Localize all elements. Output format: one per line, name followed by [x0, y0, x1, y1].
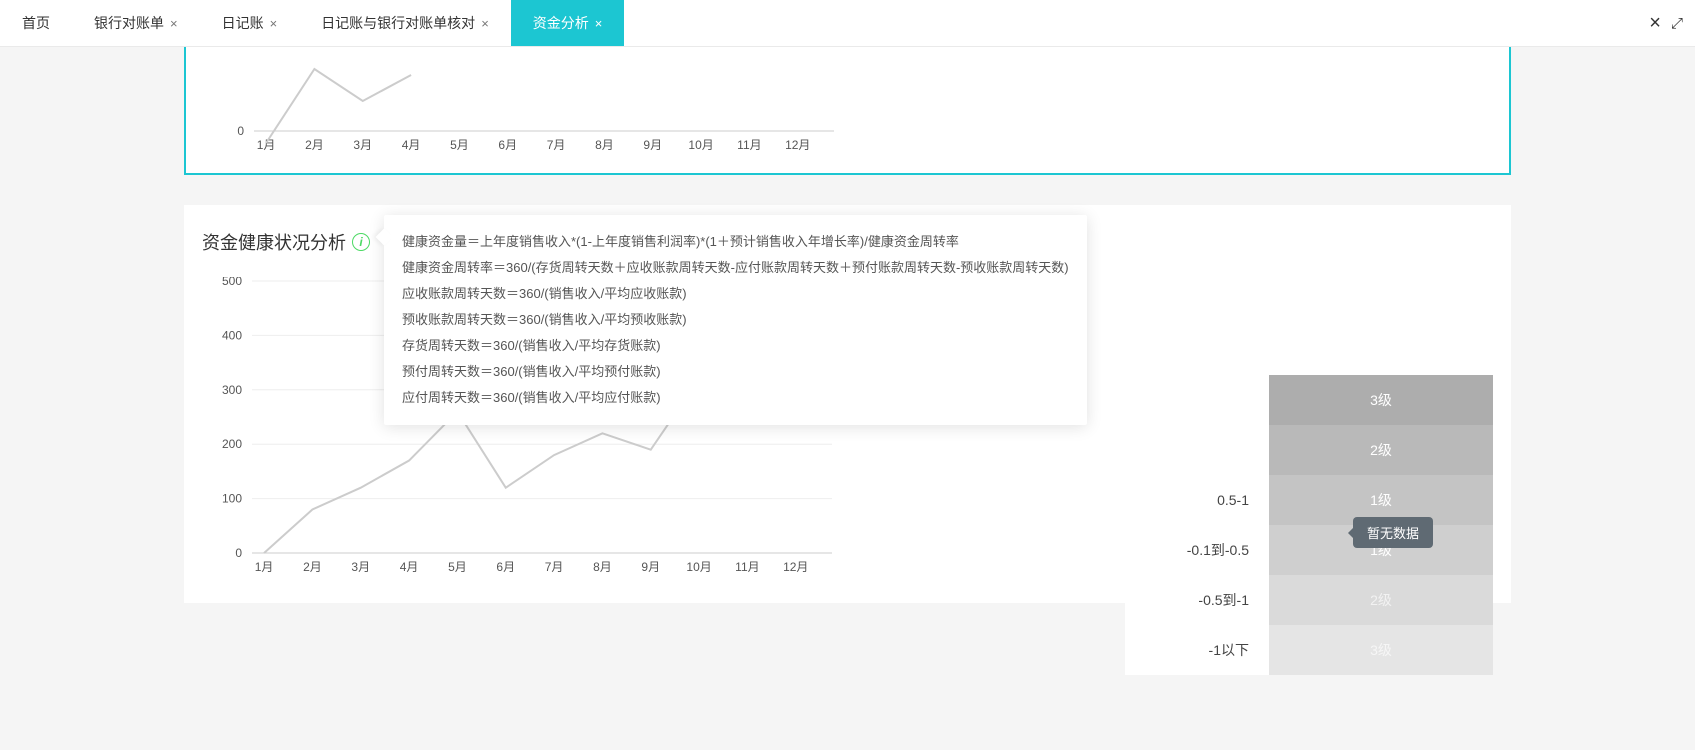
panel-top-chart: 0 1月 2月 3月 4月 5月 6月 7月 8月 9月 10月 11月 12月	[184, 47, 1511, 175]
svg-text:0: 0	[235, 546, 242, 560]
svg-text:1月: 1月	[255, 560, 274, 574]
svg-text:3月: 3月	[351, 560, 370, 574]
level-value: 3级	[1269, 625, 1493, 675]
svg-text:8月: 8月	[595, 138, 614, 152]
level-row: 2级	[1125, 425, 1493, 475]
svg-text:9月: 9月	[643, 138, 662, 152]
svg-text:2月: 2月	[305, 138, 324, 152]
tab-3[interactable]: 日记账与银行对账单核对 ×	[299, 0, 511, 46]
svg-text:4月: 4月	[400, 560, 419, 574]
tab-label: 银行对账单	[94, 13, 164, 33]
fullscreen-icon[interactable]: ⤢	[1671, 15, 1683, 32]
level-range	[1125, 425, 1269, 475]
svg-text:10月: 10月	[686, 560, 711, 574]
tabbar-right-controls: × ⤢	[1649, 0, 1683, 47]
tab-label: 首页	[22, 13, 50, 33]
svg-text:12月: 12月	[783, 560, 808, 574]
level-value: 3级	[1269, 375, 1493, 425]
svg-text:100: 100	[222, 492, 242, 506]
level-row: -0.1到-0.51级	[1125, 525, 1493, 575]
svg-text:6月: 6月	[496, 560, 515, 574]
svg-text:5月: 5月	[450, 138, 469, 152]
svg-text:9月: 9月	[641, 560, 660, 574]
svg-text:7月: 7月	[547, 138, 566, 152]
tooltip-line: 健康资金周转率＝360/(存货周转天数＋应收账款周转天数-应付账款周转天数＋预付…	[402, 255, 1069, 281]
tab-close-icon[interactable]: ×	[481, 16, 489, 31]
level-panel: 3级2级0.5-11级-0.1到-0.51级-0.5到-12级-1以下3级 暂无…	[1125, 375, 1493, 675]
level-table: 3级2级0.5-11级-0.1到-0.51级-0.5到-12级-1以下3级	[1125, 375, 1493, 675]
level-value: 2级	[1269, 425, 1493, 475]
tab-1[interactable]: 银行对账单 ×	[72, 0, 200, 46]
tab-label: 日记账与银行对账单核对	[321, 13, 475, 33]
tooltip-line: 存货周转天数＝360/(销售收入/平均存货账款)	[402, 333, 1069, 359]
level-range: -0.5到-1	[1125, 575, 1269, 625]
level-range: 0.5-1	[1125, 475, 1269, 525]
tab-0[interactable]: 首页	[0, 0, 72, 46]
tab-2[interactable]: 日记账 ×	[200, 0, 300, 46]
panel-health-analysis: 资金健康状况分析 i 500 400 300 200 100 0 1月 2月 3月 4月 5月 6月 7…	[184, 205, 1511, 603]
tooltip-line: 应收账款周转天数＝360/(销售收入/平均应收账款)	[402, 281, 1069, 307]
tab-close-icon[interactable]: ×	[270, 16, 278, 31]
tab-bar: 首页 银行对账单 × 日记账 × 日记账与银行对账单核对 × 资金分析 × × ⤢	[0, 0, 1695, 47]
chart-top: 0 1月 2月 3月 4月 5月 6月 7月 8月 9月 10月 11月 12月	[204, 47, 844, 155]
tooltip-line: 预付周转天数＝360/(销售收入/平均预付账款)	[402, 359, 1069, 385]
svg-text:200: 200	[222, 437, 242, 451]
svg-text:2月: 2月	[303, 560, 322, 574]
svg-text:1月: 1月	[257, 138, 276, 152]
svg-text:4月: 4月	[402, 138, 421, 152]
tab-close-icon[interactable]: ×	[170, 16, 178, 31]
svg-text:5月: 5月	[448, 560, 467, 574]
level-range	[1125, 375, 1269, 425]
section-title-text: 资金健康状况分析	[202, 229, 346, 255]
tab-4[interactable]: 资金分析 ×	[511, 0, 625, 46]
tab-close-icon[interactable]: ×	[595, 16, 603, 31]
svg-text:11月: 11月	[735, 560, 759, 574]
svg-text:7月: 7月	[545, 560, 564, 574]
tab-label: 资金分析	[533, 13, 589, 33]
svg-text:8月: 8月	[593, 560, 612, 574]
level-range: -1以下	[1125, 625, 1269, 675]
level-row: -1以下3级	[1125, 625, 1493, 675]
tooltip-line: 预收账款周转天数＝360/(销售收入/平均预收账款)	[402, 307, 1069, 333]
svg-text:10月: 10月	[688, 138, 713, 152]
level-range: -0.1到-0.5	[1125, 525, 1269, 575]
level-value: 2级	[1269, 575, 1493, 625]
level-row: 0.5-11级	[1125, 475, 1493, 525]
level-row: -0.5到-12级	[1125, 575, 1493, 625]
info-icon[interactable]: i	[352, 233, 370, 251]
formula-tooltip: 健康资金量＝上年度销售收入*(1-上年度销售利润率)*(1＋预计销售收入年增长率…	[384, 215, 1087, 425]
close-all-icon[interactable]: ×	[1649, 12, 1661, 35]
svg-text:500: 500	[222, 277, 242, 288]
svg-text:0: 0	[237, 124, 244, 138]
svg-text:3月: 3月	[353, 138, 372, 152]
svg-text:6月: 6月	[498, 138, 517, 152]
tooltip-line: 健康资金量＝上年度销售收入*(1-上年度销售利润率)*(1＋预计销售收入年增长率…	[402, 229, 1069, 255]
svg-text:300: 300	[222, 383, 242, 397]
svg-text:12月: 12月	[785, 138, 810, 152]
svg-text:11月: 11月	[737, 138, 761, 152]
svg-text:400: 400	[222, 328, 242, 342]
nodata-badge: 暂无数据	[1353, 517, 1433, 548]
tooltip-line: 应付周转天数＝360/(销售收入/平均应付账款)	[402, 385, 1069, 411]
tab-label: 日记账	[222, 13, 264, 33]
level-row: 3级	[1125, 375, 1493, 425]
